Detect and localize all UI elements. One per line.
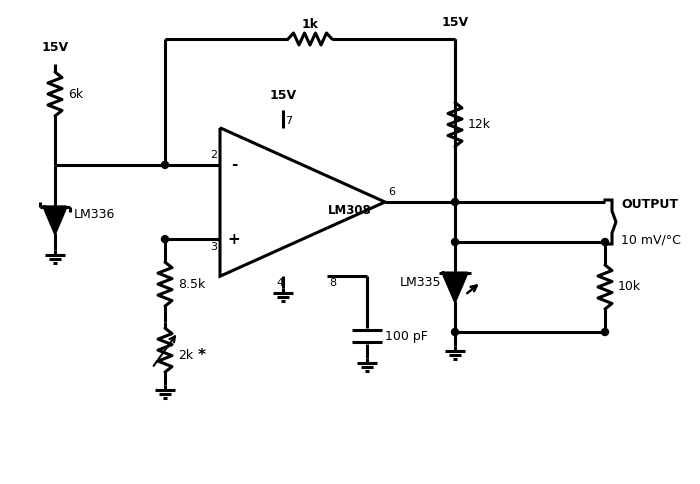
Text: LM308: LM308 (328, 203, 372, 216)
Text: OUTPUT: OUTPUT (621, 197, 678, 211)
Text: 2: 2 (210, 150, 217, 160)
Circle shape (162, 236, 169, 242)
Text: 100 pF: 100 pF (385, 330, 428, 343)
Text: 8: 8 (329, 278, 337, 288)
Text: 15V: 15V (41, 41, 69, 54)
Polygon shape (44, 207, 66, 233)
Text: 3: 3 (210, 242, 217, 252)
Text: LM336: LM336 (74, 209, 116, 221)
Text: -: - (231, 157, 237, 172)
Text: +: + (228, 232, 240, 247)
Text: 10k: 10k (618, 281, 641, 293)
Text: 6: 6 (388, 187, 395, 197)
Text: 1k: 1k (302, 18, 318, 31)
Text: *: * (198, 348, 206, 363)
Text: 4: 4 (276, 278, 284, 288)
Circle shape (162, 161, 169, 168)
Text: 10 mV/°C: 10 mV/°C (621, 233, 681, 246)
Circle shape (601, 239, 608, 245)
Text: 8.5k: 8.5k (178, 278, 205, 290)
Text: 12k: 12k (468, 118, 491, 131)
Text: 2k: 2k (178, 348, 193, 362)
Polygon shape (443, 273, 467, 301)
Text: 15V: 15V (269, 89, 296, 102)
Circle shape (601, 329, 608, 335)
Circle shape (452, 198, 458, 206)
Circle shape (452, 329, 458, 335)
Circle shape (452, 239, 458, 245)
Text: 15V: 15V (442, 16, 468, 29)
Text: 7: 7 (285, 116, 292, 126)
Text: LM335: LM335 (400, 275, 442, 288)
Text: 6k: 6k (68, 88, 83, 101)
